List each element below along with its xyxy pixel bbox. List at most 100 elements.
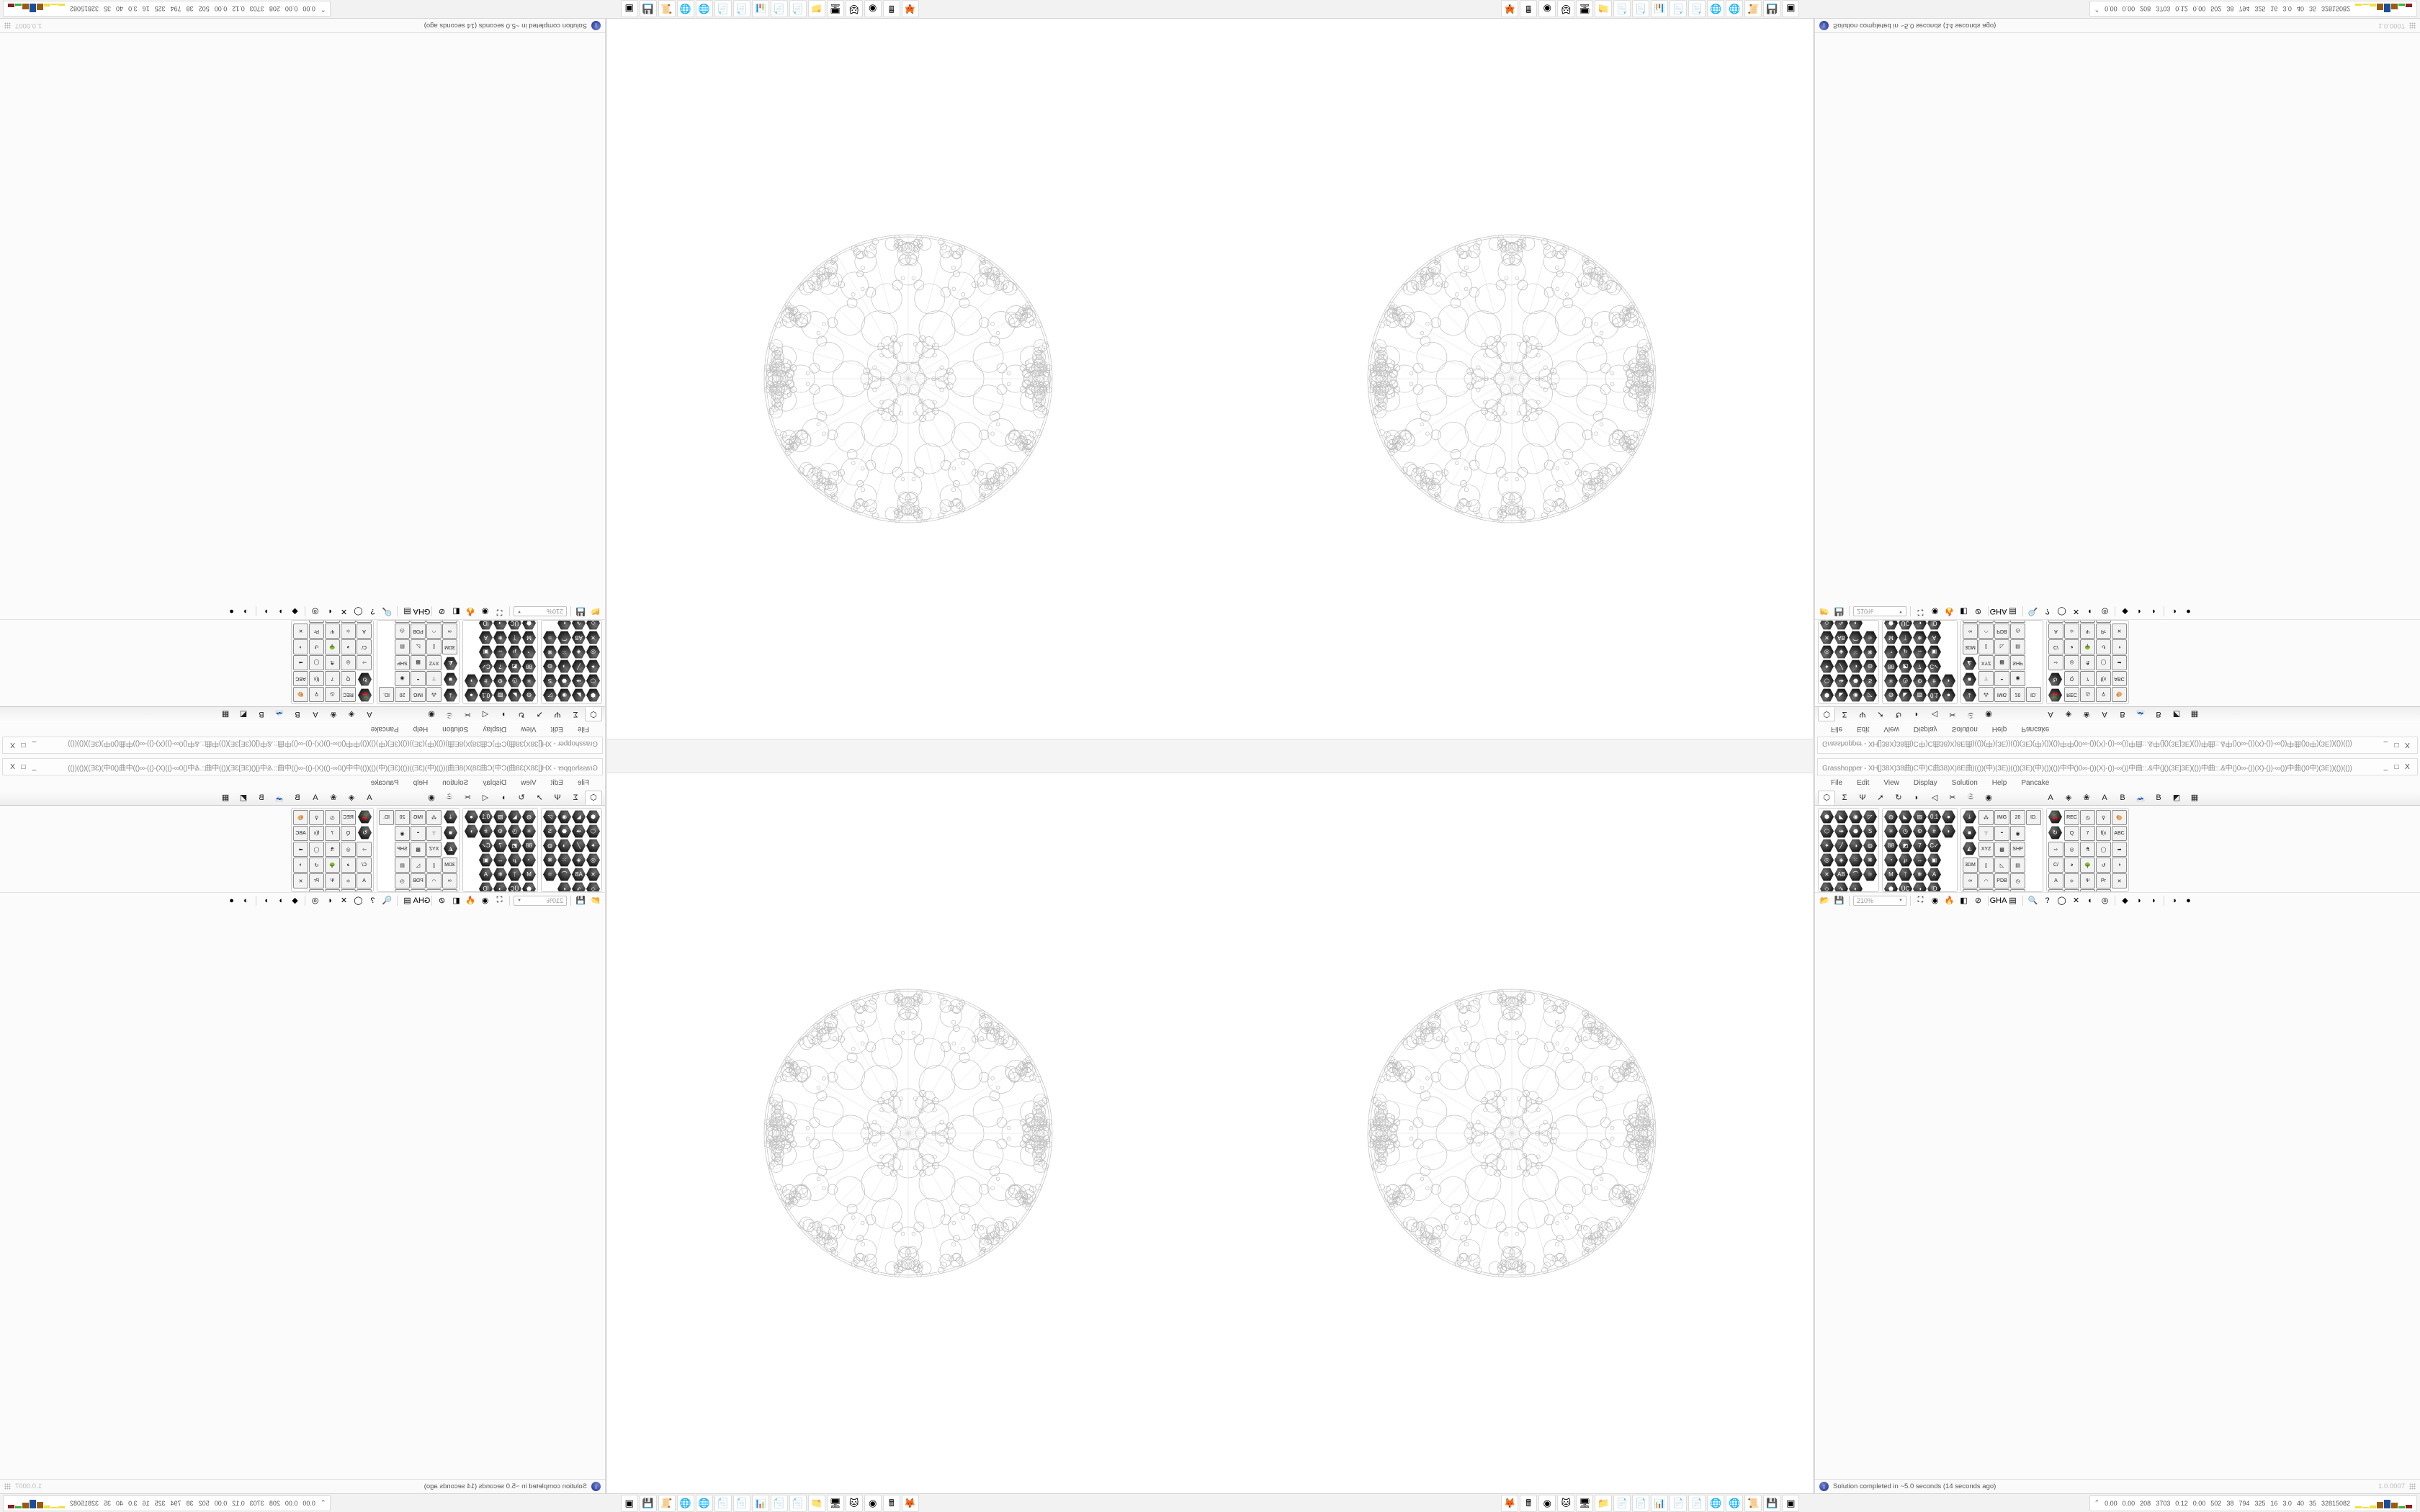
component-icon-geometry-10[interactable]: AB bbox=[572, 631, 586, 644]
ribbon-tab-7[interactable]: ✂ bbox=[1949, 710, 1956, 719]
taskbar-icon-globe1[interactable]: 🌐 bbox=[695, 0, 713, 18]
component-icon-util-15[interactable]: 🌳 bbox=[2080, 639, 2095, 654]
component-icon-util-3[interactable]: C/ bbox=[357, 858, 372, 873]
component-icon-geometry-1[interactable]: ⬡ bbox=[586, 674, 600, 688]
render-toggle-icon[interactable]: 🔥 bbox=[465, 607, 476, 616]
component-icon-util-1[interactable]: ↻ bbox=[2048, 672, 2062, 686]
preview-toggle-icon[interactable]: ◉ bbox=[481, 607, 489, 616]
component-icon-util-27[interactable]: ◑ bbox=[293, 639, 308, 654]
component-icon-util-28[interactable]: ✕ bbox=[293, 873, 308, 888]
component-icon-primitive-11[interactable]: ÜÇ bbox=[508, 620, 521, 630]
component-icon-util-5[interactable]: ▷ bbox=[357, 889, 372, 892]
component-icon-geometry-20[interactable]: ◍ bbox=[1863, 660, 1877, 673]
shuffle-icon[interactable]: ✕ bbox=[2072, 607, 2080, 616]
component-icon-primitive-10[interactable]: ᛉ bbox=[508, 868, 521, 881]
ribbon-tab-4[interactable]: ↻ bbox=[1895, 710, 1902, 719]
component-icon-input-24[interactable]: ID. bbox=[2026, 687, 2041, 702]
taskbar-icon-remote-desktop[interactable]: 🖥 bbox=[826, 0, 844, 18]
component-icon-geometry-17[interactable]: ◐ bbox=[557, 882, 571, 892]
component-icon-input-5[interactable]: 〰 bbox=[1963, 620, 1978, 623]
ribbon-tab-6[interactable]: ◁ bbox=[482, 793, 489, 802]
component-icon-geometry-7[interactable]: ⇹ bbox=[1834, 674, 1848, 688]
ribbon-tab-r1[interactable]: ◈ bbox=[348, 710, 355, 719]
component-icon-primitive-0[interactable]: ◍ bbox=[522, 810, 536, 824]
component-icon-input-24[interactable]: ID. bbox=[2026, 810, 2041, 825]
component-icon-geometry-14[interactable]: ◑ bbox=[1849, 839, 1863, 852]
component-icon-input-13[interactable]: ◓ bbox=[411, 671, 426, 686]
component-icon-input-11[interactable]: ◉ bbox=[1978, 889, 1994, 891]
component-icon-input-8[interactable]: XYZ bbox=[426, 655, 442, 670]
menu-item-display[interactable]: Display bbox=[483, 725, 507, 734]
taskbar-icon-scroll[interactable]: 📜 bbox=[658, 1494, 676, 1512]
component-icon-primitive-10[interactable]: ᛉ bbox=[1899, 631, 1912, 644]
component-icon-input-5[interactable]: 〰 bbox=[1963, 889, 1978, 891]
component-icon-primitive-9[interactable]: ℘ bbox=[508, 645, 521, 659]
help-icon[interactable]: ? bbox=[370, 607, 375, 616]
component-icon-util-8[interactable]: ◎ bbox=[341, 842, 356, 857]
component-icon-geometry-8[interactable]: ╱ bbox=[572, 660, 586, 673]
taskbar-icon-terminal-green[interactable]: ▣ bbox=[1782, 1494, 1800, 1512]
taskbar-icon-calculator[interactable]: 🖩 bbox=[1520, 0, 1538, 18]
component-icon-geometry-17[interactable]: ◐ bbox=[1849, 620, 1863, 630]
taskbar-icon-folder[interactable]: 📁 bbox=[807, 1494, 825, 1512]
component-icon-util-17[interactable]: ◔ bbox=[325, 620, 340, 623]
taskbar-icon-notepad[interactable]: 📄 bbox=[789, 0, 807, 18]
ribbon-tab-6[interactable]: ◁ bbox=[1931, 710, 1938, 719]
component-icon-util-25[interactable]: ABC bbox=[293, 671, 308, 686]
component-icon-input-12[interactable]: IMG bbox=[411, 687, 426, 702]
component-icon-input-12[interactable]: IMG bbox=[1994, 687, 2009, 702]
component-icon-input-2[interactable]: ◭ bbox=[444, 842, 457, 855]
sphere-red-icon[interactable]: ◆ bbox=[2122, 607, 2128, 616]
taskbar-icon-notepad[interactable]: 📄 bbox=[1613, 1494, 1631, 1512]
component-icon-geometry-21[interactable]: ❋ bbox=[543, 853, 557, 867]
component-icon-util-22[interactable]: Pr bbox=[309, 873, 324, 888]
taskbar-icon-remote-desktop[interactable]: 🖥 bbox=[1576, 0, 1594, 18]
component-icon-primitive-6[interactable]: ◣ bbox=[508, 810, 521, 824]
component-icon-input-22[interactable]: ◷ bbox=[395, 873, 410, 888]
save-file-icon[interactable]: 💾 bbox=[575, 896, 586, 905]
component-icon-primitive-8[interactable]: ◩ bbox=[1899, 660, 1912, 673]
search-icon[interactable]: 🔍 bbox=[382, 896, 393, 905]
system-monitor-widget[interactable]: ⌃ 0.00 0.00 208 3703 0.12 0.00 502 38 794 325 16 3.0… bbox=[2, 1495, 331, 1511]
component-icon-input-16[interactable]: PDB bbox=[1994, 624, 2009, 639]
component-icon-geometry-18[interactable]: ◸ bbox=[1863, 688, 1877, 702]
ribbon-tab-0[interactable]: ⬡ bbox=[1818, 707, 1835, 722]
component-icon-util-24[interactable]: 🎨 bbox=[2112, 810, 2127, 825]
ribbon-tab-2[interactable]: Ψ bbox=[554, 793, 561, 802]
component-icon-util-23[interactable]: ⫼ bbox=[2096, 889, 2111, 891]
component-icon-util-0[interactable]: 🍒 bbox=[358, 688, 372, 702]
doc-props-icon[interactable]: ▤ bbox=[403, 607, 411, 616]
system-monitor-widget[interactable]: ⌃ 0.00 0.00 208 3703 0.12 0.00 502 38 794 325 16 3.0… bbox=[2, 1, 331, 17]
resize-grip[interactable] bbox=[4, 22, 11, 29]
component-icon-geometry-8[interactable]: ╱ bbox=[1834, 660, 1848, 673]
component-icon-input-15[interactable]: ◺ bbox=[411, 639, 426, 654]
zoom-level-combo[interactable]: 210% ▼ bbox=[514, 606, 567, 617]
component-icon-input-7[interactable]: ⊤ bbox=[426, 671, 442, 686]
component-icon-primitive-22[interactable]: A bbox=[1927, 631, 1941, 644]
component-icon-util-7[interactable]: Q bbox=[2064, 826, 2079, 841]
ribbon-tab-1[interactable]: Σ bbox=[573, 710, 578, 719]
component-icon-util-28[interactable]: ✕ bbox=[2112, 624, 2127, 639]
component-icon-util-16[interactable]: Ψ bbox=[2080, 873, 2095, 888]
profiler-icon[interactable]: ◧ bbox=[452, 896, 460, 905]
component-icon-input-21[interactable]: ▤ bbox=[395, 639, 410, 654]
taskbar-icon-cat[interactable]: 🐱 bbox=[1557, 0, 1575, 18]
ribbon-tab-1[interactable]: Σ bbox=[1842, 710, 1847, 719]
component-icon-util-2[interactable]: ⇨ bbox=[357, 655, 372, 670]
component-icon-input-1[interactable]: ■ bbox=[444, 826, 457, 840]
ribbon-tab-r3[interactable]: A bbox=[2102, 710, 2107, 719]
component-icon-geometry-4[interactable]: ✕ bbox=[586, 631, 600, 644]
ribbon-tab-r2[interactable]: ❀ bbox=[2083, 710, 2090, 719]
ribbon-tab-r0[interactable]: A bbox=[2048, 793, 2053, 802]
component-icon-input-0[interactable]: ⤓ bbox=[444, 688, 457, 702]
component-icon-util-13[interactable]: 7 bbox=[2080, 671, 2095, 686]
component-icon-geometry-3[interactable]: ◎ bbox=[586, 853, 600, 867]
component-icon-input-16[interactable]: PDB bbox=[411, 624, 426, 639]
component-icon-input-6[interactable]: ⁂ bbox=[426, 810, 442, 825]
component-icon-primitive-10[interactable]: ᛉ bbox=[508, 631, 521, 644]
component-icon-geometry-1[interactable]: ⬡ bbox=[1820, 824, 1834, 838]
taskbar-icon-system-monitor[interactable]: 📊 bbox=[751, 1494, 769, 1512]
maximize-button[interactable]: □ bbox=[21, 762, 26, 771]
zoom-fit-icon[interactable]: ⛶ bbox=[1917, 896, 1924, 904]
component-icon-input-2[interactable]: ◭ bbox=[1963, 657, 1976, 670]
